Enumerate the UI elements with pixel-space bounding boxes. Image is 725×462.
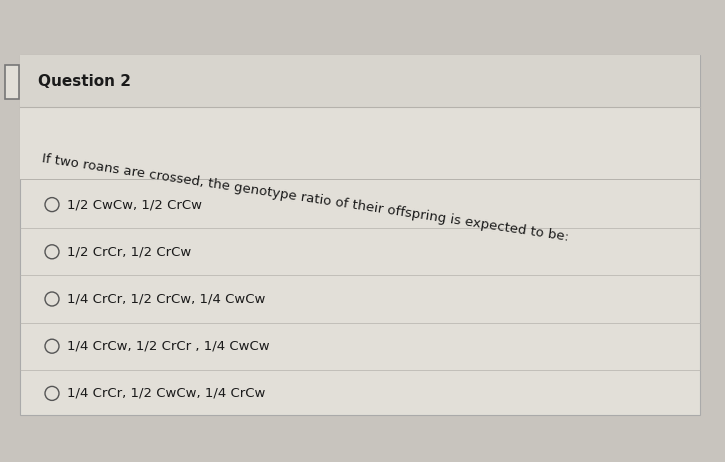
Text: 1/4 CrCr, 1/2 CrCw, 1/4 CwCw: 1/4 CrCr, 1/2 CrCw, 1/4 CwCw <box>67 292 265 305</box>
Bar <box>20 55 700 107</box>
Text: 1/2 CrCr, 1/2 CrCw: 1/2 CrCr, 1/2 CrCw <box>67 245 191 258</box>
Text: 1/2 CwCw, 1/2 CrCw: 1/2 CwCw, 1/2 CrCw <box>67 198 202 211</box>
Text: Question 2: Question 2 <box>38 73 131 89</box>
Text: 1/4 CrCw, 1/2 CrCr , 1/4 CwCw: 1/4 CrCw, 1/2 CrCr , 1/4 CwCw <box>67 340 270 353</box>
Bar <box>20 107 700 179</box>
Text: If two roans are crossed, the genotype ratio of their offspring is expected to b: If two roans are crossed, the genotype r… <box>41 152 570 244</box>
Text: 1/4 CrCr, 1/2 CwCw, 1/4 CrCw: 1/4 CrCr, 1/2 CwCw, 1/4 CrCw <box>67 387 265 400</box>
Bar <box>20 55 700 415</box>
Bar <box>5 65 19 99</box>
